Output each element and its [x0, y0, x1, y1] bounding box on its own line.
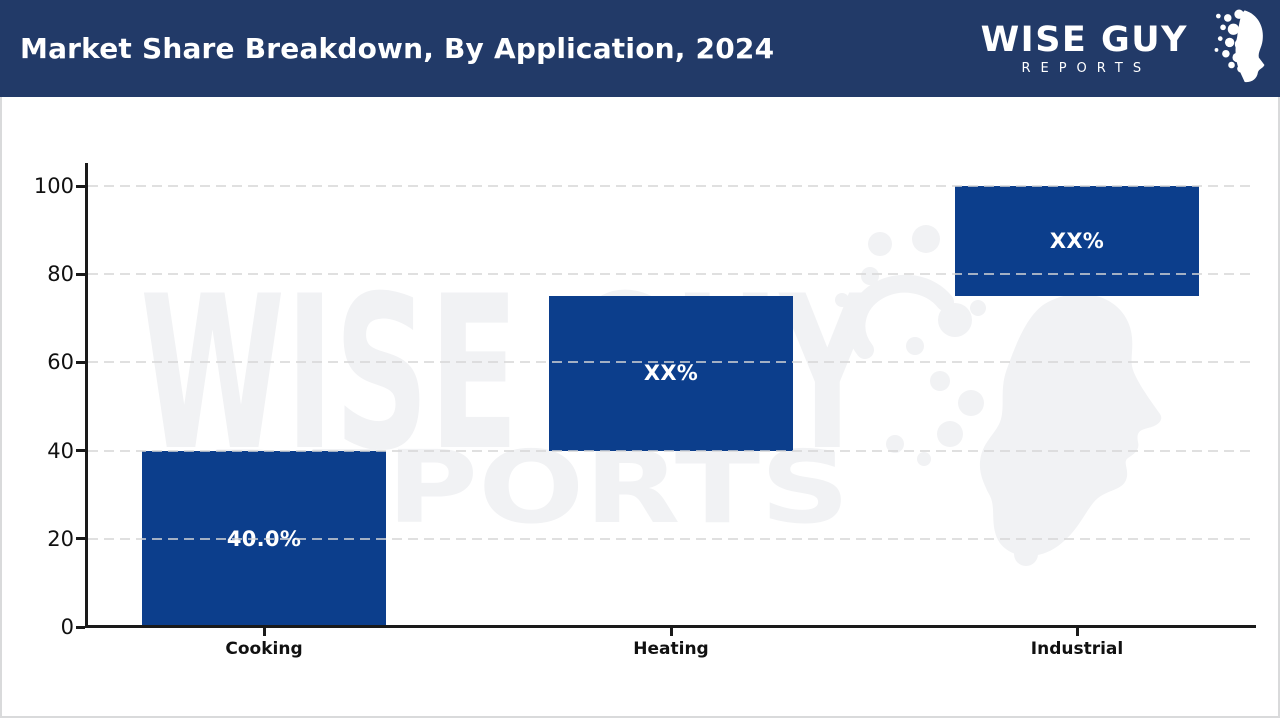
gridline-20	[88, 537, 1256, 540]
gridline-60	[88, 361, 1256, 364]
y-tick-label: 0	[60, 615, 74, 639]
x-category-label: Heating	[633, 639, 709, 659]
y-axis	[85, 163, 88, 628]
bar-value-label: XX%	[643, 361, 699, 386]
bar-industrial: XX%	[955, 186, 1199, 297]
logo-reports-label: REPORTS	[1021, 61, 1152, 76]
y-tick-label: 60	[47, 350, 74, 375]
y-tick	[76, 625, 85, 629]
y-tick-label: 100	[33, 174, 74, 198]
y-tick	[76, 360, 85, 364]
gridline-100	[88, 185, 1256, 187]
x-category-label: Cooking	[225, 639, 303, 659]
y-tick-label: 20	[47, 526, 74, 551]
x-tick	[669, 628, 673, 636]
gridline-80	[88, 273, 1256, 276]
y-tick	[76, 449, 85, 453]
header-bar: Market Share Breakdown, By Application, …	[0, 0, 1280, 97]
y-tick	[76, 537, 85, 541]
gridline-40	[88, 449, 1256, 452]
y-tick	[76, 272, 85, 276]
x-tick	[1075, 628, 1079, 636]
y-tick-label: 40	[47, 438, 74, 463]
x-axis	[85, 625, 1256, 628]
brand-logo: WISE GUY REPORTS	[981, 6, 1272, 92]
logo-wordmark: WISE GUY	[980, 20, 1188, 60]
x-category-label: Industrial	[1030, 639, 1124, 659]
y-tick-label: 80	[47, 262, 74, 287]
x-tick	[262, 628, 266, 636]
chart-title: Market Share Breakdown, By Application, …	[20, 32, 775, 65]
bar-heating: XX%	[549, 296, 793, 451]
bar-value-label: XX%	[1049, 229, 1105, 254]
logo-face-icon	[1214, 9, 1265, 83]
y-tick	[76, 184, 85, 188]
